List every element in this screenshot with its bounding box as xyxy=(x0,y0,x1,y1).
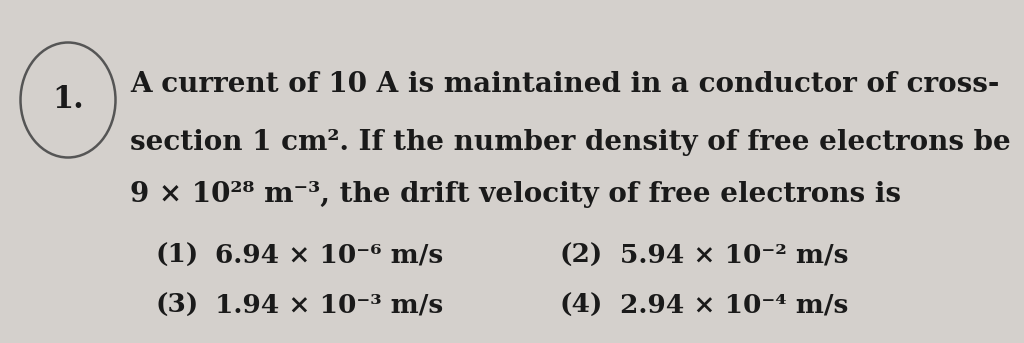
Text: 5.94 × 10⁻² m/s: 5.94 × 10⁻² m/s xyxy=(620,243,849,268)
Text: section 1 cm². If the number density of free electrons be: section 1 cm². If the number density of … xyxy=(130,130,1011,156)
Text: A current of 10 A is maintained in a conductor of cross-: A current of 10 A is maintained in a con… xyxy=(130,71,999,98)
Text: 1.94 × 10⁻³ m/s: 1.94 × 10⁻³ m/s xyxy=(215,293,443,318)
Text: (3): (3) xyxy=(155,293,199,318)
Text: 9 × 10²⁸ m⁻³, the drift velocity of free electrons is: 9 × 10²⁸ m⁻³, the drift velocity of free… xyxy=(130,181,901,209)
Text: 1.: 1. xyxy=(52,84,84,116)
Text: (2): (2) xyxy=(560,243,603,268)
Text: (1): (1) xyxy=(155,243,199,268)
Text: 6.94 × 10⁻⁶ m/s: 6.94 × 10⁻⁶ m/s xyxy=(215,243,443,268)
Text: (4): (4) xyxy=(560,293,603,318)
Text: 2.94 × 10⁻⁴ m/s: 2.94 × 10⁻⁴ m/s xyxy=(620,293,848,318)
